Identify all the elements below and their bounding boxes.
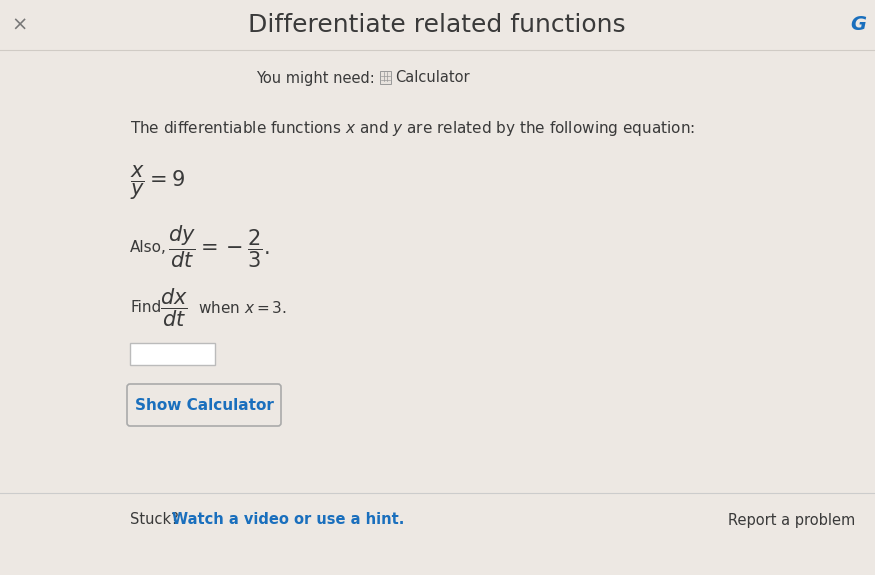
FancyBboxPatch shape — [380, 71, 391, 84]
FancyBboxPatch shape — [127, 384, 281, 426]
FancyBboxPatch shape — [130, 343, 215, 365]
Text: G: G — [850, 16, 866, 34]
Text: You might need:: You might need: — [256, 71, 375, 86]
Text: Calculator: Calculator — [395, 71, 470, 86]
Text: ×: × — [12, 16, 28, 34]
Text: Show Calculator: Show Calculator — [135, 397, 273, 412]
Text: Stuck?: Stuck? — [130, 512, 178, 527]
Text: Differentiate related functions: Differentiate related functions — [248, 13, 626, 37]
Text: Also,: Also, — [130, 240, 167, 255]
Text: Watch a video or use a hint.: Watch a video or use a hint. — [172, 512, 404, 527]
Text: $\dfrac{dx}{dt}$: $\dfrac{dx}{dt}$ — [160, 287, 188, 329]
Text: $\dfrac{dy}{dt} = -\dfrac{2}{3}.$: $\dfrac{dy}{dt} = -\dfrac{2}{3}.$ — [168, 224, 270, 270]
Text: $\dfrac{x}{y} = 9$: $\dfrac{x}{y} = 9$ — [130, 164, 185, 202]
Text: Find: Find — [130, 301, 161, 316]
Text: when $x = 3.$: when $x = 3.$ — [198, 300, 287, 316]
Text: Report a problem: Report a problem — [728, 512, 855, 527]
Text: The differentiable functions $x$ and $y$ are related by the following equation:: The differentiable functions $x$ and $y$… — [130, 118, 695, 137]
